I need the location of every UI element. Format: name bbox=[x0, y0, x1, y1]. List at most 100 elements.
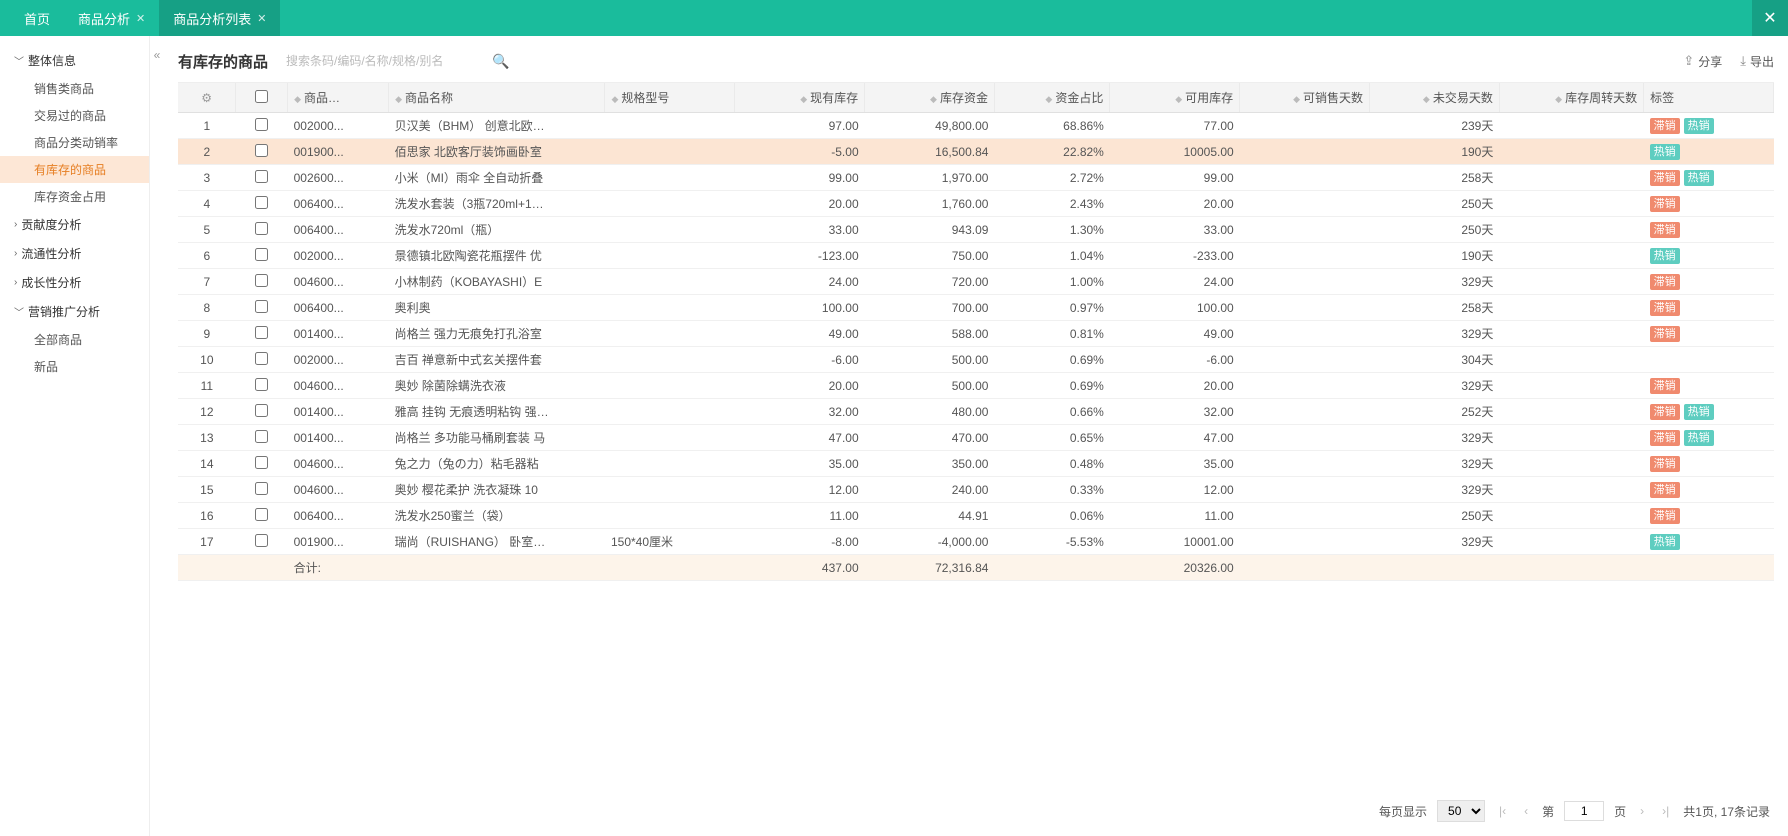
side-item-0-1[interactable]: 交易过的商品 bbox=[0, 102, 149, 129]
table-row[interactable]: 1002000...贝汉美（BHM） 创意北欧…97.0049,800.0068… bbox=[178, 113, 1774, 139]
page-input[interactable] bbox=[1564, 801, 1604, 821]
tab-2[interactable]: 商品分析列表✕ bbox=[159, 0, 280, 36]
side-item-0-3[interactable]: 有库存的商品 bbox=[0, 156, 149, 183]
next-page-icon[interactable]: › bbox=[1636, 804, 1648, 818]
row-index: 7 bbox=[178, 269, 236, 295]
cell-tags: 滞销 bbox=[1644, 373, 1774, 399]
table-row[interactable]: 5006400...洗发水720ml（瓶）33.00943.091.30%33.… bbox=[178, 217, 1774, 243]
table-row[interactable]: 17001900...瑞尚（RUISHANG） 卧室…150*40厘米-8.00… bbox=[178, 529, 1774, 555]
tag: 滞销 bbox=[1650, 456, 1680, 472]
col-header-spec[interactable]: ◆规格型号 bbox=[605, 83, 735, 113]
tab-0[interactable]: 首页 bbox=[10, 0, 64, 36]
side-item-0-0[interactable]: 销售类商品 bbox=[0, 75, 149, 102]
last-page-icon[interactable]: ›| bbox=[1658, 804, 1673, 818]
row-checkbox[interactable] bbox=[255, 222, 268, 235]
row-checkbox[interactable] bbox=[255, 196, 268, 209]
side-group-1[interactable]: ›贡献度分析 bbox=[0, 210, 149, 239]
row-checkbox[interactable] bbox=[255, 326, 268, 339]
table-row[interactable]: 7004600...小林制药（KOBAYASHI）E24.00720.001.0… bbox=[178, 269, 1774, 295]
table-row[interactable]: 12001400...雅高 挂钩 无痕透明粘钩 强…32.00480.000.6… bbox=[178, 399, 1774, 425]
tab-close-icon[interactable]: ✕ bbox=[257, 12, 266, 25]
side-group-3[interactable]: ›成长性分析 bbox=[0, 268, 149, 297]
cell-fund: 700.00 bbox=[865, 295, 995, 321]
tab-close-icon[interactable]: ✕ bbox=[136, 12, 145, 25]
col-header-code[interactable]: ◆商品… bbox=[288, 83, 389, 113]
cell-code: 001400... bbox=[288, 399, 389, 425]
side-item-4-1[interactable]: 新品 bbox=[0, 353, 149, 380]
search-icon[interactable]: 🔍 bbox=[492, 53, 509, 70]
table-row[interactable]: 13001400...尚格兰 多功能马桶刷套装 马47.00470.000.65… bbox=[178, 425, 1774, 451]
export-button[interactable]: ⤓ 导出 bbox=[1740, 53, 1774, 70]
row-checkbox[interactable] bbox=[255, 274, 268, 287]
row-checkbox[interactable] bbox=[255, 248, 268, 261]
table-row[interactable]: 11004600...奥妙 除菌除螨洗衣液20.00500.000.69%20.… bbox=[178, 373, 1774, 399]
side-item-0-2[interactable]: 商品分类动销率 bbox=[0, 129, 149, 156]
col-header-tags: 标签 bbox=[1644, 83, 1774, 113]
row-checkbox[interactable] bbox=[255, 456, 268, 469]
row-checkbox[interactable] bbox=[255, 404, 268, 417]
table-row[interactable]: 3002600...小米（MI）雨伞 全自动折叠99.001,970.002.7… bbox=[178, 165, 1774, 191]
row-checkbox[interactable] bbox=[255, 300, 268, 313]
table-row[interactable]: 6002000...景德镇北欧陶瓷花瓶摆件 优-123.00750.001.04… bbox=[178, 243, 1774, 269]
cell-sell-days bbox=[1240, 295, 1370, 321]
row-checkbox[interactable] bbox=[255, 118, 268, 131]
sort-icon: ◆ bbox=[395, 95, 402, 103]
col-header-fund[interactable]: ◆库存资金 bbox=[865, 83, 995, 113]
sort-icon: ◆ bbox=[1293, 95, 1300, 103]
share-button[interactable]: ⇪ 分享 bbox=[1683, 53, 1722, 70]
row-index: 15 bbox=[178, 477, 236, 503]
cell-name: 尚格兰 强力无痕免打孔浴室 bbox=[389, 321, 605, 347]
cell-name: 吉百 禅意新中式玄关摆件套 bbox=[389, 347, 605, 373]
row-checkbox[interactable] bbox=[255, 170, 268, 183]
cell-spec bbox=[605, 347, 735, 373]
pagination: 每页显示 50 |‹ ‹ 第 页 › ›| 共1页, 17条记录 bbox=[178, 790, 1774, 826]
col-header-sell_days[interactable]: ◆可销售天数 bbox=[1240, 83, 1370, 113]
tab-1[interactable]: 商品分析✕ bbox=[64, 0, 159, 36]
cell-name: 小林制药（KOBAYASHI）E bbox=[389, 269, 605, 295]
cell-code: 004600... bbox=[288, 451, 389, 477]
side-group-0[interactable]: ﹀整体信息 bbox=[0, 46, 149, 75]
table-row[interactable]: 2001900...佰思家 北欧客厅装饰画卧室-5.0016,500.8422.… bbox=[178, 139, 1774, 165]
row-checkbox[interactable] bbox=[255, 144, 268, 157]
row-checkbox[interactable] bbox=[255, 534, 268, 547]
col-header-fund_pct[interactable]: ◆资金占比 bbox=[994, 83, 1109, 113]
table-row[interactable]: 15004600...奥妙 樱花柔护 洗衣凝珠 1012.00240.000.3… bbox=[178, 477, 1774, 503]
cell-name: 小米（MI）雨伞 全自动折叠 bbox=[389, 165, 605, 191]
col-header-gear: ⚙ bbox=[178, 83, 236, 113]
row-checkbox[interactable] bbox=[255, 352, 268, 365]
tabs-bar: 首页商品分析✕商品分析列表✕ ✕ bbox=[0, 0, 1788, 36]
row-checkbox[interactable] bbox=[255, 482, 268, 495]
side-group-label: 整体信息 bbox=[28, 52, 76, 69]
table-row[interactable]: 10002000...吉百 禅意新中式玄关摆件套-6.00500.000.69%… bbox=[178, 347, 1774, 373]
col-header-no_trade_days[interactable]: ◆未交易天数 bbox=[1370, 83, 1500, 113]
col-header-name[interactable]: ◆商品名称 bbox=[389, 83, 605, 113]
col-header-stock[interactable]: ◆现有库存 bbox=[735, 83, 865, 113]
cell-turn-days bbox=[1499, 529, 1643, 555]
side-item-4-0[interactable]: 全部商品 bbox=[0, 326, 149, 353]
cell-stock: -8.00 bbox=[735, 529, 865, 555]
prev-page-icon[interactable]: ‹ bbox=[1520, 804, 1532, 818]
per-page-select[interactable]: 50 bbox=[1437, 800, 1485, 822]
first-page-icon[interactable]: |‹ bbox=[1495, 804, 1510, 818]
table-row[interactable]: 16006400...洗发水250蜜兰（袋）11.0044.910.06%11.… bbox=[178, 503, 1774, 529]
table-scroll[interactable]: ⚙ ◆商品…◆商品名称◆规格型号◆现有库存◆库存资金◆资金占比◆可用库存◆可销售天… bbox=[178, 82, 1774, 790]
side-group-4[interactable]: ﹀营销推广分析 bbox=[0, 297, 149, 326]
table-row[interactable]: 8006400...奥利奥100.00700.000.97%100.00258天… bbox=[178, 295, 1774, 321]
cell-code: 006400... bbox=[288, 503, 389, 529]
select-all-checkbox[interactable] bbox=[255, 90, 268, 103]
tabs-bar-close-icon[interactable]: ✕ bbox=[1752, 0, 1788, 36]
tag: 热销 bbox=[1684, 170, 1714, 186]
row-checkbox[interactable] bbox=[255, 508, 268, 521]
search-input[interactable] bbox=[286, 50, 486, 72]
col-header-turn_days[interactable]: ◆库存周转天数 bbox=[1499, 83, 1643, 113]
sidebar-collapse-icon[interactable]: « bbox=[150, 36, 164, 836]
table-row[interactable]: 9001400...尚格兰 强力无痕免打孔浴室49.00588.000.81%4… bbox=[178, 321, 1774, 347]
row-checkbox[interactable] bbox=[255, 378, 268, 391]
table-row[interactable]: 14004600...兔之力（兔の力）粘毛器粘35.00350.000.48%3… bbox=[178, 451, 1774, 477]
cell-code: 001900... bbox=[288, 139, 389, 165]
side-group-2[interactable]: ›流通性分析 bbox=[0, 239, 149, 268]
table-row[interactable]: 4006400...洗发水套装（3瓶720ml+1…20.001,760.002… bbox=[178, 191, 1774, 217]
side-item-0-4[interactable]: 库存资金占用 bbox=[0, 183, 149, 210]
row-checkbox[interactable] bbox=[255, 430, 268, 443]
col-header-avail[interactable]: ◆可用库存 bbox=[1110, 83, 1240, 113]
